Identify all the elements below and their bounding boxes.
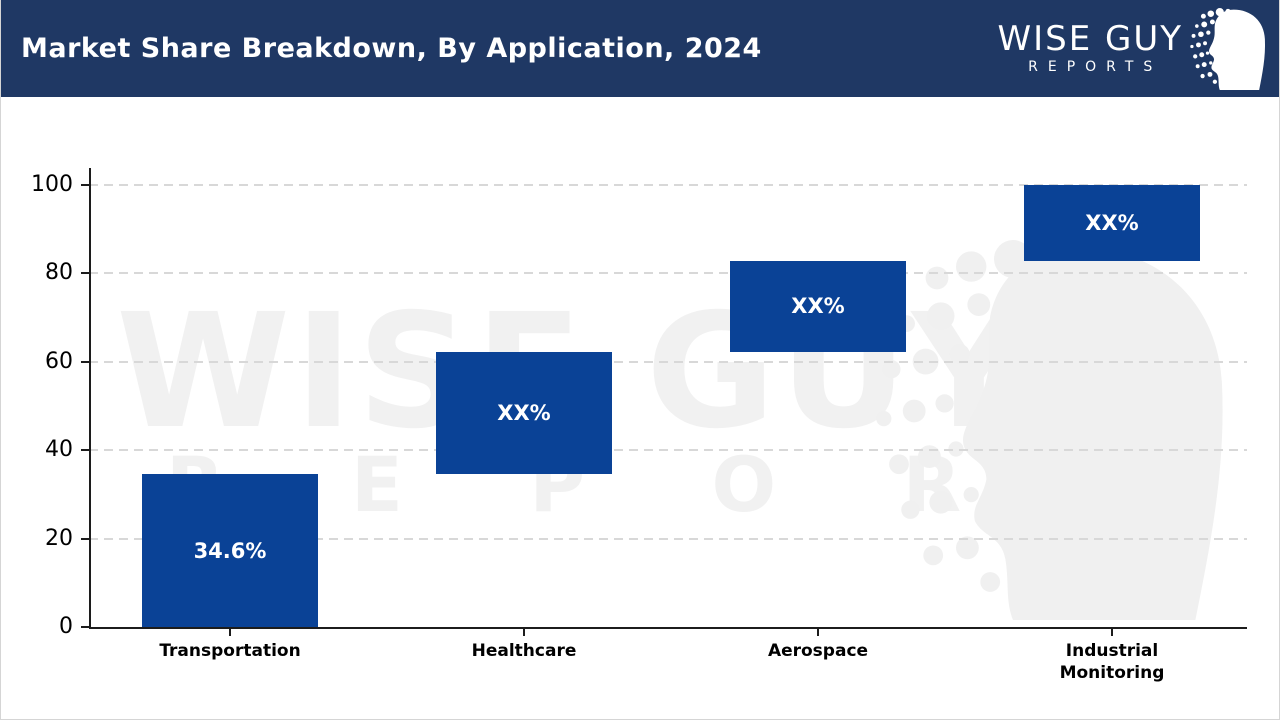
gridline-20 <box>89 537 1247 540</box>
xtick-label-2: Aerospace <box>767 641 869 661</box>
xtick-mark-2 <box>817 629 819 636</box>
bar-industrial-monitoring: XX% <box>1024 185 1200 262</box>
bar-value-label: XX% <box>791 294 845 319</box>
xtick-label-3: Industrial Monitoring <box>1059 641 1165 684</box>
gridline-80 <box>89 272 1247 275</box>
ytick-mark-100 <box>81 184 89 186</box>
y-axis-line <box>89 168 91 629</box>
gridline-40 <box>89 449 1247 452</box>
ytick-mark-20 <box>81 537 89 540</box>
ytick-label-80: 80 <box>45 260 73 286</box>
bar-aerospace: XX% <box>730 261 906 352</box>
xtick-label-0: Transportation <box>159 641 301 661</box>
wiseguy-logo: WISE GUY REPORTS <box>997 5 1271 93</box>
ytick-mark-80 <box>81 272 89 275</box>
ytick-mark-60 <box>81 360 89 363</box>
ytick-label-40: 40 <box>45 437 73 463</box>
xtick-mark-1 <box>523 629 525 636</box>
ytick-mark-0 <box>81 626 89 628</box>
ytick-label-100: 100 <box>31 172 73 197</box>
ytick-label-0: 0 <box>59 614 73 639</box>
bar-healthcare: XX% <box>436 351 612 475</box>
xtick-mark-3 <box>1111 629 1113 636</box>
logo-face-icon <box>1190 7 1266 90</box>
bar-value-label: 34.6% <box>193 538 267 563</box>
logo-text: WISE GUY REPORTS <box>997 18 1183 76</box>
watermark-face-icon <box>876 240 1223 620</box>
bar-value-label: XX% <box>1085 211 1139 235</box>
logo-subtitle: REPORTS <box>1028 59 1163 76</box>
chart-title: Market Share Breakdown, By Application, … <box>21 33 762 64</box>
header-bar: Market Share Breakdown, By Application, … <box>1 0 1279 97</box>
ytick-label-20: 20 <box>45 525 73 551</box>
xtick-mark-0 <box>229 629 231 636</box>
bar-transportation: 34.6% <box>142 474 318 627</box>
ytick-label-60: 60 <box>45 348 73 374</box>
gridline-60 <box>89 360 1247 363</box>
logo-wordmark: WISE GUY <box>997 18 1183 59</box>
x-axis-line <box>89 627 1247 629</box>
xtick-label-1: Healthcare <box>471 641 577 661</box>
ytick-mark-40 <box>81 449 89 452</box>
bar-value-label: XX% <box>497 400 551 425</box>
gridline-100 <box>89 184 1247 186</box>
